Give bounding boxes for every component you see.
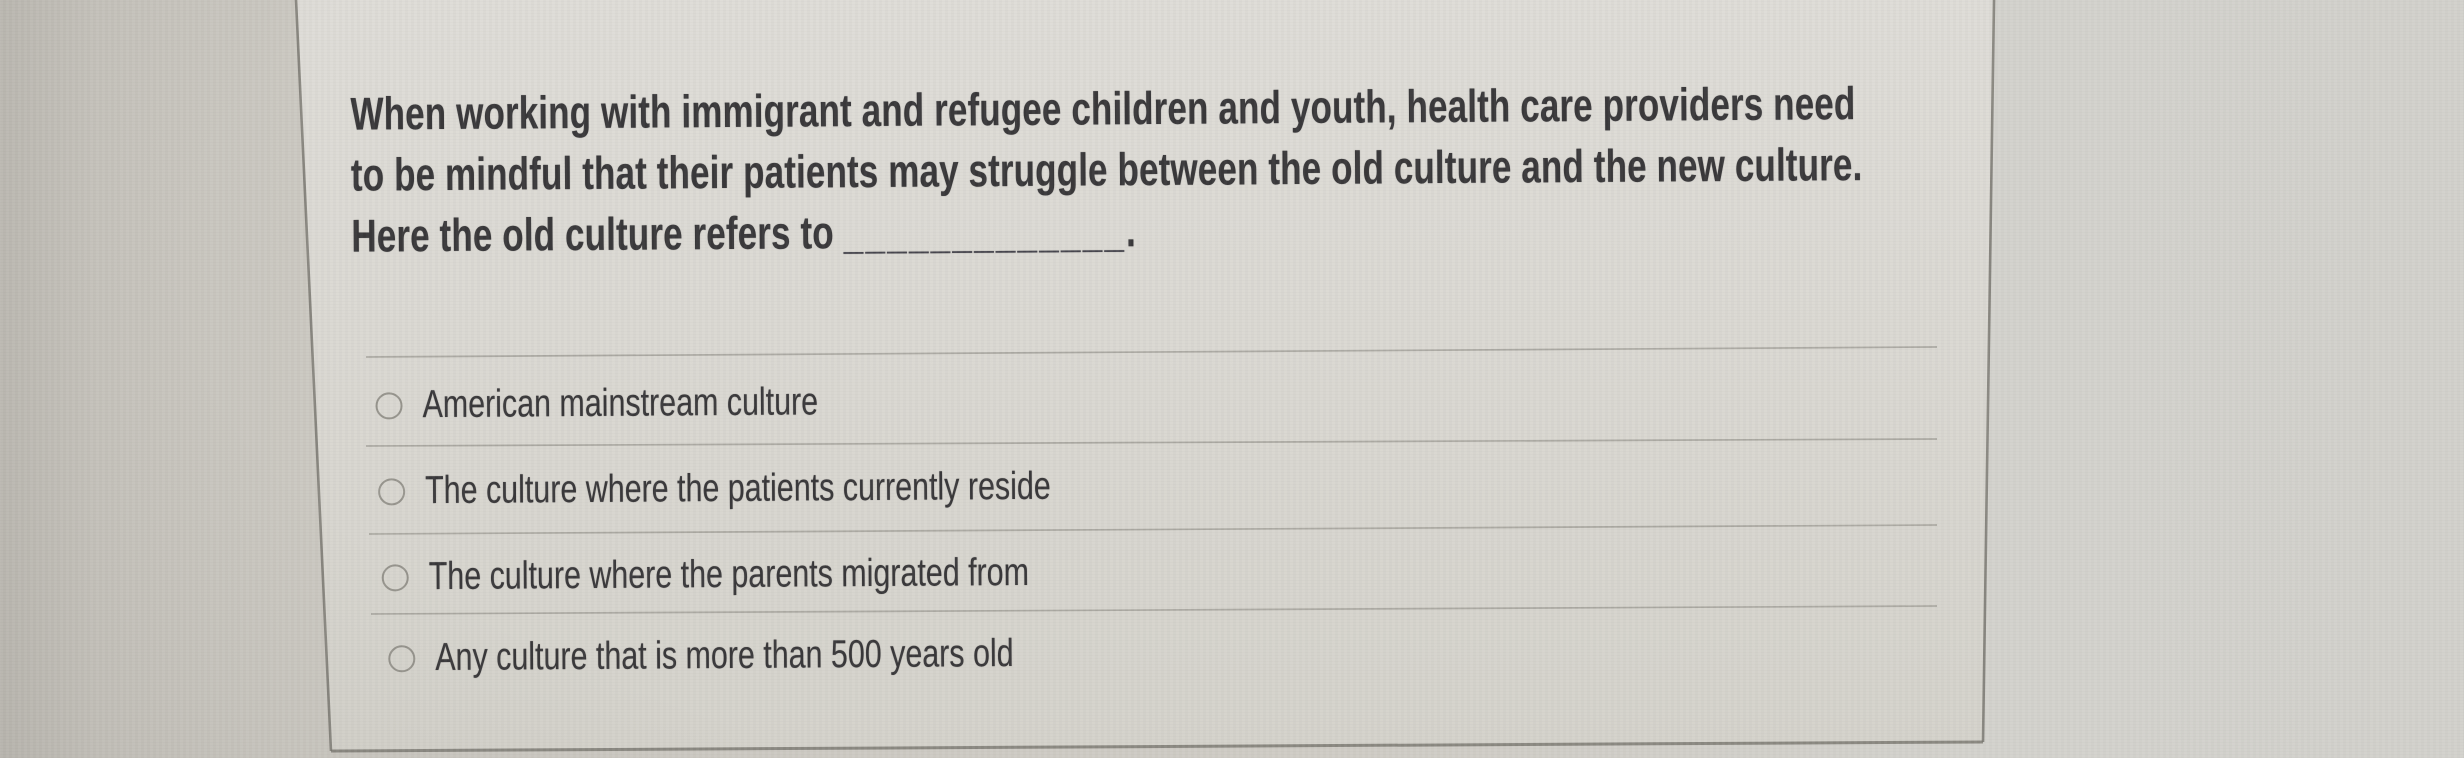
radio-button-icon[interactable] <box>388 644 416 672</box>
option-row-culture-currently-reside[interactable]: The culture where the patients currently… <box>378 458 1938 515</box>
question-line-3: Here the old culture refers to _________… <box>351 195 1863 267</box>
option-label: The culture where the parents migrated f… <box>428 550 1030 599</box>
question-line-3-suffix: . <box>1125 204 1137 257</box>
question-line-2: to be mindful that their patients may st… <box>350 138 1863 201</box>
option-row-culture-parents-migrated-from[interactable]: The culture where the parents migrated f… <box>381 544 1942 601</box>
option-label: The culture where the patients currently… <box>424 464 1051 513</box>
option-label: American mainstream culture <box>422 380 819 427</box>
option-row-american-mainstream-culture[interactable]: American mainstream culture <box>375 372 1935 429</box>
fill-in-blank: _____________ <box>843 204 1127 259</box>
question-text: When working with immigrant and refugee … <box>350 73 1863 267</box>
radio-button-icon[interactable] <box>381 563 409 591</box>
option-row-culture-more-than-500-years[interactable]: Any culture that is more than 500 years … <box>388 624 1948 681</box>
question-line-1: When working with immigrant and refugee … <box>350 77 1856 140</box>
radio-button-icon[interactable] <box>375 391 403 419</box>
question-line-3-prefix: Here the old culture refers to <box>351 206 844 262</box>
radio-button-icon[interactable] <box>378 477 406 505</box>
option-label: Any culture that is more than 500 years … <box>435 632 1014 680</box>
